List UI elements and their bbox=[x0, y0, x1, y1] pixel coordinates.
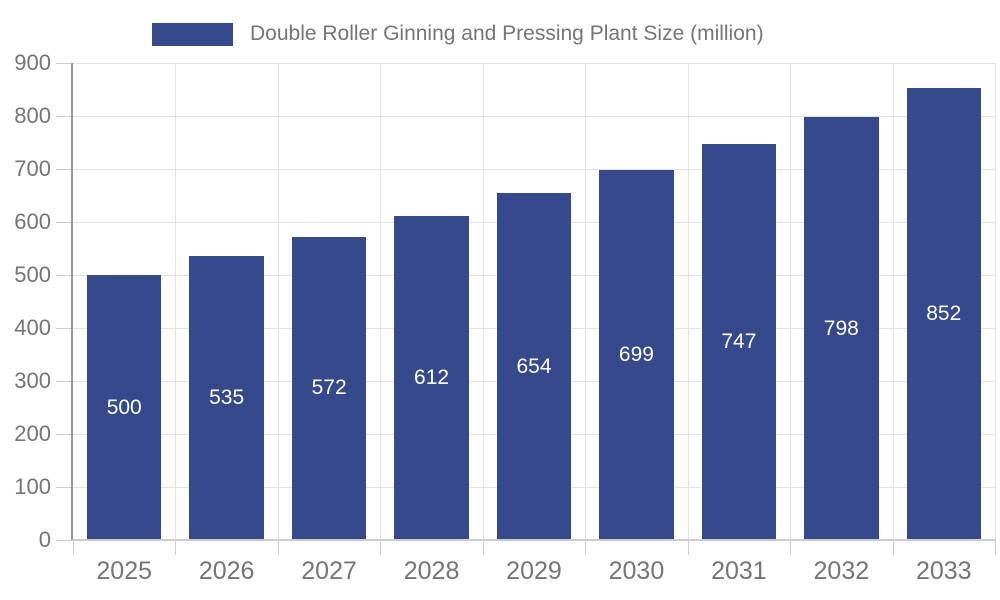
x-tick-4 bbox=[482, 540, 484, 555]
x-tick-9 bbox=[995, 540, 996, 555]
gridline-x-1 bbox=[175, 63, 177, 540]
gridline-x-2 bbox=[277, 63, 279, 540]
bar-value-label-2026: 535 bbox=[209, 386, 245, 410]
y-tick-300 bbox=[56, 381, 73, 382]
y-tick-0 bbox=[56, 540, 73, 541]
y-tick-800 bbox=[56, 116, 73, 117]
bar-2029 bbox=[496, 193, 572, 540]
y-axis-label: 600 bbox=[14, 209, 51, 234]
bar-value-label-2030: 699 bbox=[618, 342, 654, 366]
y-axis-label: 400 bbox=[14, 315, 51, 340]
chart-legend: Double Roller Ginning and Pressing Plant… bbox=[152, 22, 764, 46]
bar-value-label-2032: 798 bbox=[823, 316, 859, 340]
legend-label: Double Roller Ginning and Pressing Plant… bbox=[250, 22, 764, 45]
x-axis-label-2027: 2027 bbox=[301, 557, 357, 585]
gridline-x-9 bbox=[995, 63, 996, 540]
x-tick-6 bbox=[687, 540, 689, 555]
x-tick-3 bbox=[380, 540, 382, 555]
x-axis-label-2033: 2033 bbox=[915, 557, 972, 585]
y-tick-500 bbox=[56, 275, 73, 276]
gridline-x-6 bbox=[687, 63, 689, 540]
gridline-x-4 bbox=[482, 63, 484, 540]
y-tick-700 bbox=[56, 169, 73, 170]
x-tick-5 bbox=[585, 540, 587, 555]
x-tick-0 bbox=[73, 540, 74, 555]
y-tick-600 bbox=[56, 222, 73, 223]
bar-value-label-2029: 654 bbox=[516, 354, 552, 378]
y-tick-200 bbox=[56, 434, 73, 435]
x-tick-8 bbox=[892, 540, 894, 555]
y-axis-label: 900 bbox=[14, 50, 51, 75]
gridline-x-5 bbox=[585, 63, 587, 540]
y-axis-label: 200 bbox=[14, 421, 51, 446]
bar-2033 bbox=[906, 88, 981, 540]
x-axis-label-2025: 2025 bbox=[96, 557, 153, 585]
bar-2026 bbox=[189, 256, 264, 540]
y-axis-label: 800 bbox=[14, 103, 51, 128]
y-axis-label: 300 bbox=[14, 368, 51, 393]
gridline-x-7 bbox=[790, 63, 792, 540]
y-tick-900 bbox=[56, 63, 73, 64]
bar-2025 bbox=[86, 275, 162, 540]
y-axis-label: 700 bbox=[14, 156, 51, 181]
bar-value-label-2025: 500 bbox=[106, 395, 142, 419]
bar-value-label-2031: 747 bbox=[721, 330, 757, 354]
x-tick-1 bbox=[175, 540, 177, 555]
y-axis-label: 100 bbox=[14, 474, 51, 499]
bar-value-label-2033: 852 bbox=[926, 302, 962, 326]
y-axis-label: 0 bbox=[38, 527, 51, 552]
bar-value-label-2027: 572 bbox=[311, 376, 347, 400]
bar-2030 bbox=[599, 169, 674, 540]
bar-2032 bbox=[804, 117, 879, 540]
x-axis-label-2029: 2029 bbox=[506, 557, 562, 585]
bar-value-label-2028: 612 bbox=[414, 365, 450, 389]
gridline-x-8 bbox=[892, 63, 894, 540]
x-axis-label-2028: 2028 bbox=[403, 557, 460, 585]
bar-2028 bbox=[394, 215, 469, 540]
x-tick-2 bbox=[277, 540, 279, 555]
y-axis-line bbox=[71, 63, 73, 540]
bar-2027 bbox=[291, 236, 367, 540]
x-tick-7 bbox=[790, 540, 792, 555]
y-axis-label: 500 bbox=[14, 262, 51, 287]
y-tick-100 bbox=[56, 487, 73, 488]
bar-2031 bbox=[701, 144, 777, 540]
y-tick-400 bbox=[56, 328, 73, 329]
gridline-x-3 bbox=[380, 63, 382, 540]
gridline-y-700 bbox=[73, 169, 995, 170]
x-axis-label-2030: 2030 bbox=[608, 557, 665, 585]
x-axis-label-2026: 2026 bbox=[198, 557, 255, 585]
gridline-y-900 bbox=[73, 63, 995, 64]
gridline-y-800 bbox=[73, 116, 995, 117]
x-axis-line bbox=[73, 539, 995, 541]
plot-area: 0 100 200 300 400 500 600 700 800 900 500 2025 535 20… bbox=[14, 50, 996, 585]
x-axis-label-2031: 2031 bbox=[711, 557, 767, 585]
x-axis-label-2032: 2032 bbox=[813, 557, 870, 585]
legend-swatch bbox=[152, 22, 233, 46]
